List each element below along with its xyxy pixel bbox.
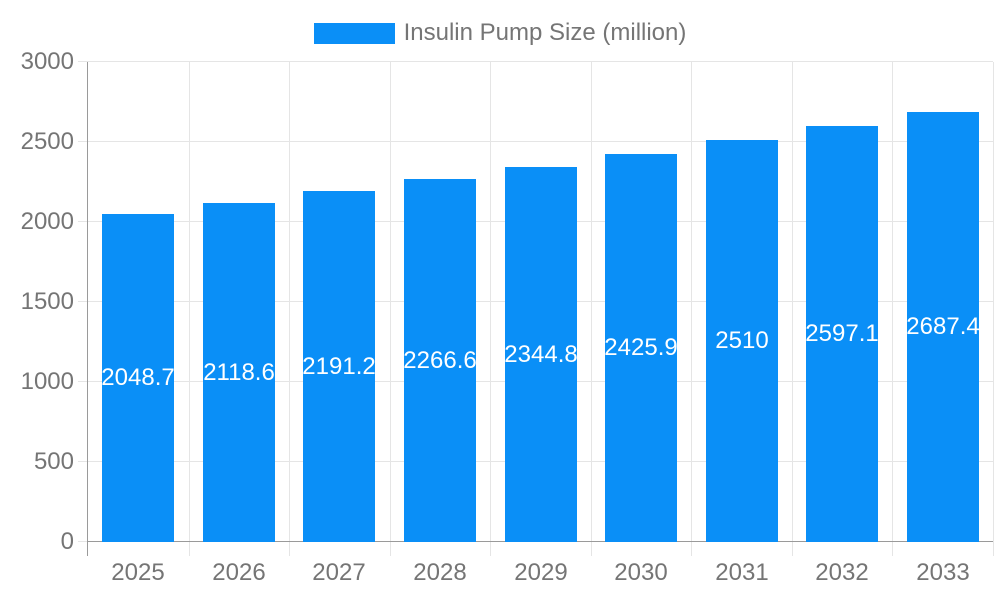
bar-value-label: 2344.8	[504, 341, 578, 368]
y-tick	[78, 381, 88, 382]
y-tick-label: 3000	[20, 48, 74, 75]
bar[interactable]	[505, 167, 577, 542]
bar[interactable]	[404, 179, 476, 542]
x-tick-label: 2030	[614, 559, 668, 586]
y-axis-line	[87, 62, 88, 556]
bar[interactable]	[806, 126, 878, 542]
x-gridline	[289, 62, 290, 556]
bar[interactable]	[203, 203, 275, 542]
y-tick	[78, 61, 88, 62]
x-gridline	[993, 62, 994, 556]
y-tick	[78, 301, 88, 302]
x-gridline	[892, 62, 893, 556]
x-gridline	[189, 62, 190, 556]
x-tick-label: 2028	[413, 559, 467, 586]
y-tick	[78, 461, 88, 462]
x-tick-label: 2029	[514, 559, 568, 586]
bar[interactable]	[102, 214, 174, 542]
x-tick-label: 2027	[312, 559, 366, 586]
bar[interactable]	[303, 191, 375, 542]
y-tick-label: 2000	[20, 208, 74, 235]
y-tick-label: 0	[60, 528, 74, 555]
bar[interactable]	[706, 140, 778, 542]
y-tick-label: 500	[33, 448, 74, 475]
y-tick	[78, 221, 88, 222]
x-tick-label: 2026	[212, 559, 266, 586]
x-gridline	[691, 62, 692, 556]
bar-value-label: 2687.4	[906, 313, 980, 340]
bar-value-label: 2048.7	[101, 364, 175, 391]
legend[interactable]: Insulin Pump Size (million)	[0, 18, 1000, 48]
y-gridline	[88, 141, 993, 142]
x-gridline	[792, 62, 793, 556]
x-tick-label: 2032	[815, 559, 869, 586]
x-tick-label: 2031	[715, 559, 769, 586]
bar-value-label: 2425.9	[604, 334, 678, 361]
bar-value-label: 2597.1	[805, 320, 879, 347]
legend-label: Insulin Pump Size (million)	[403, 19, 687, 46]
x-gridline	[591, 62, 592, 556]
bar[interactable]	[605, 154, 677, 542]
x-gridline	[490, 62, 491, 556]
legend-swatch	[313, 22, 395, 44]
y-tick-label: 1500	[20, 288, 74, 315]
y-tick	[78, 541, 88, 542]
x-gridline	[390, 62, 391, 556]
bar-value-label: 2118.6	[203, 359, 275, 386]
bar[interactable]	[907, 112, 979, 542]
y-tick-label: 1000	[20, 368, 74, 395]
x-tick-label: 2033	[916, 559, 970, 586]
bar-value-label: 2510	[715, 327, 769, 354]
x-tick-label: 2025	[111, 559, 165, 586]
bar-value-label: 2191.2	[302, 353, 376, 380]
y-tick-label: 2500	[20, 128, 74, 155]
bar-value-label: 2266.6	[403, 347, 477, 374]
y-gridline	[88, 61, 993, 62]
y-tick	[78, 141, 88, 142]
